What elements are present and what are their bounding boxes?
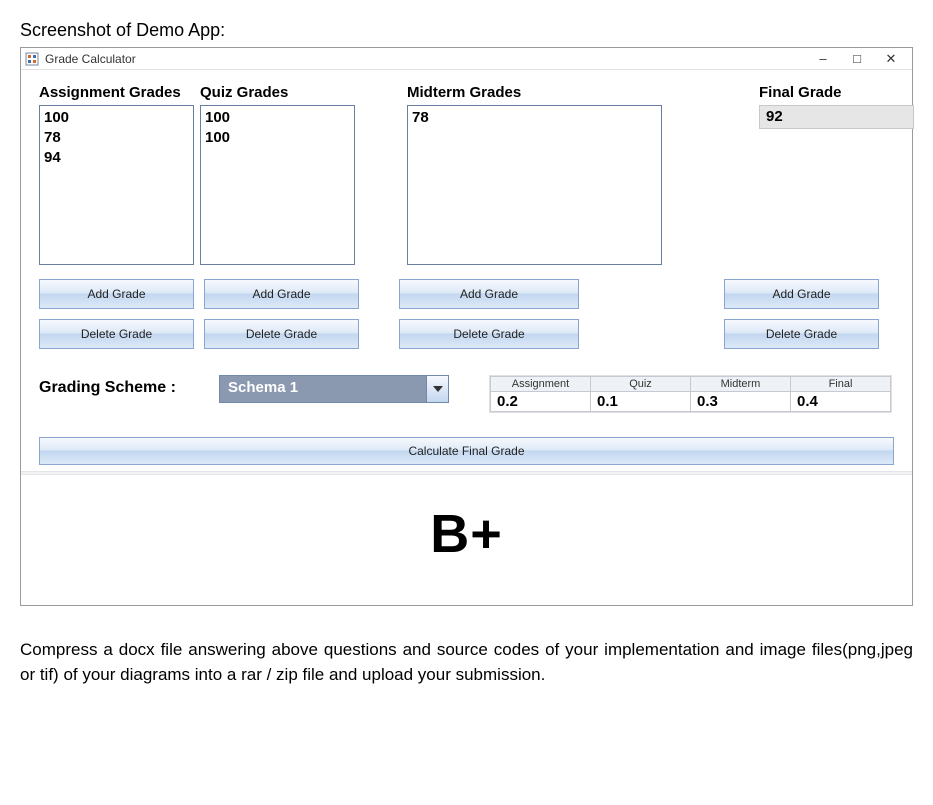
chevron-down-icon[interactable]	[426, 376, 448, 402]
midterm-listbox[interactable]: 78	[407, 105, 662, 265]
weights-header-assignment: Assignment	[491, 377, 591, 392]
app-icon	[25, 52, 39, 66]
list-item[interactable]: 100	[44, 108, 189, 128]
list-item[interactable]: 94	[44, 148, 189, 168]
weights-value-assignment[interactable]: 0.2	[491, 392, 591, 412]
list-item[interactable]: 100	[205, 108, 350, 128]
delete-assignment-button[interactable]: Delete Grade	[39, 319, 194, 349]
calculate-button[interactable]: Calculate Final Grade	[39, 437, 894, 465]
weights-header-midterm: Midterm	[691, 377, 791, 392]
quiz-label: Quiz Grades	[200, 84, 355, 101]
add-assignment-button[interactable]: Add Grade	[39, 279, 194, 309]
grading-scheme-combo[interactable]: Schema 1	[219, 375, 449, 403]
result-grade: B+	[39, 475, 894, 599]
window-title: Grade Calculator	[45, 52, 136, 66]
titlebar: Grade Calculator – □ ✕	[21, 48, 912, 70]
final-grade-field[interactable]: 92	[759, 105, 914, 129]
assignment-label: Assignment Grades	[39, 84, 194, 101]
delete-quiz-button[interactable]: Delete Grade	[204, 319, 359, 349]
delete-midterm-button[interactable]: Delete Grade	[399, 319, 579, 349]
delete-final-button[interactable]: Delete Grade	[724, 319, 879, 349]
weights-value-quiz[interactable]: 0.1	[591, 392, 691, 412]
list-item[interactable]: 78	[412, 108, 657, 128]
final-label: Final Grade	[759, 84, 914, 101]
add-quiz-button[interactable]: Add Grade	[204, 279, 359, 309]
weights-value-final[interactable]: 0.4	[791, 392, 891, 412]
page-footer-text: Compress a docx file answering above que…	[20, 638, 913, 687]
assignment-listbox[interactable]: 100 78 94	[39, 105, 194, 265]
weights-header-quiz: Quiz	[591, 377, 691, 392]
page-caption: Screenshot of Demo App:	[20, 20, 913, 41]
weights-value-midterm[interactable]: 0.3	[691, 392, 791, 412]
add-final-button[interactable]: Add Grade	[724, 279, 879, 309]
add-midterm-button[interactable]: Add Grade	[399, 279, 579, 309]
grading-scheme-value: Schema 1	[220, 376, 426, 402]
maximize-button[interactable]: □	[840, 49, 874, 69]
quiz-listbox[interactable]: 100 100	[200, 105, 355, 265]
close-button[interactable]: ✕	[874, 49, 908, 69]
app-window: Grade Calculator – □ ✕ Assignment Grades…	[20, 47, 913, 606]
minimize-button[interactable]: –	[806, 49, 840, 69]
midterm-label: Midterm Grades	[407, 84, 662, 101]
weights-header-final: Final	[791, 377, 891, 392]
list-item[interactable]: 100	[205, 128, 350, 148]
weights-table: Assignment Quiz Midterm Final 0.2 0.1 0.…	[489, 375, 892, 413]
window-content: Assignment Grades 100 78 94 Quiz Grades …	[21, 70, 912, 605]
list-item[interactable]: 78	[44, 128, 189, 148]
grading-scheme-label: Grading Scheme :	[39, 375, 209, 397]
